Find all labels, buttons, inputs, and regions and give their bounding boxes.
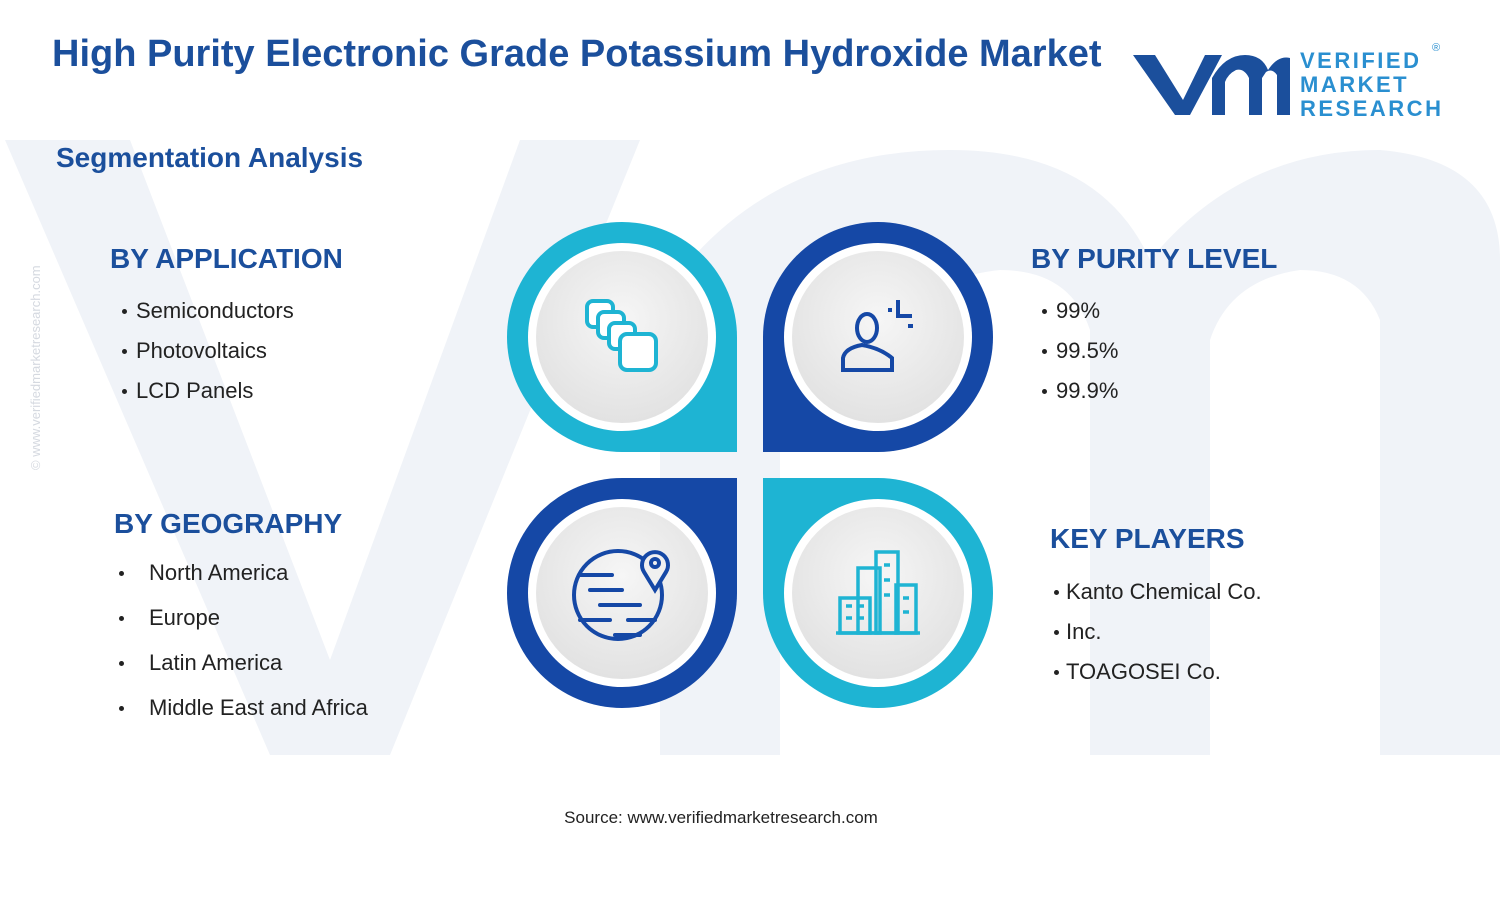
bullet bbox=[1054, 630, 1059, 635]
bullet bbox=[1042, 389, 1047, 394]
bullet bbox=[119, 706, 124, 711]
section-item: Middle East and Africa bbox=[149, 695, 368, 720]
section-item: 99% bbox=[1056, 298, 1101, 323]
segment-shapes bbox=[507, 222, 993, 708]
section-item: 99.9% bbox=[1056, 378, 1119, 403]
section-title: BY GEOGRAPHY bbox=[114, 508, 343, 539]
logo-mark bbox=[1133, 55, 1290, 115]
section-item: Inc. bbox=[1066, 619, 1102, 644]
icon-players bbox=[836, 550, 920, 635]
section-title: BY APPLICATION bbox=[110, 243, 343, 274]
section-item: TOAGOSEI Co. bbox=[1066, 659, 1221, 684]
section-item: Kanto Chemical Co. bbox=[1066, 579, 1262, 604]
bullet bbox=[1042, 349, 1047, 354]
section-item: LCD Panels bbox=[136, 378, 254, 403]
section-item: Semiconductors bbox=[136, 298, 294, 323]
bullet bbox=[122, 389, 127, 394]
section-item: Europe bbox=[149, 605, 220, 630]
logo-text: RESEARCH bbox=[1300, 96, 1444, 121]
icon-application bbox=[585, 299, 658, 372]
bullet bbox=[119, 571, 124, 576]
logo-registered: ® bbox=[1432, 42, 1441, 54]
bullet bbox=[1054, 670, 1059, 675]
bullet bbox=[1054, 590, 1059, 595]
section-item: Latin America bbox=[149, 650, 283, 675]
bullet bbox=[119, 616, 124, 621]
icon-geography bbox=[572, 549, 670, 641]
bullet bbox=[122, 349, 127, 354]
bullet bbox=[122, 309, 127, 314]
logo-text: VERIFIED bbox=[1300, 48, 1422, 73]
section-item: North America bbox=[149, 560, 289, 585]
bullet bbox=[1042, 309, 1047, 314]
bullet bbox=[119, 661, 124, 666]
section-item: 99.5% bbox=[1056, 338, 1119, 363]
source: Source: www.verifiedmarketresearch.com bbox=[564, 808, 878, 827]
side-watermark: © www.verifiedmarketresearch.com bbox=[28, 265, 43, 470]
section-title: BY PURITY LEVEL bbox=[1031, 243, 1278, 274]
section-title: KEY PLAYERS bbox=[1050, 523, 1245, 554]
title: High Purity Electronic Grade Potassium H… bbox=[52, 33, 1102, 75]
section-item: Photovoltaics bbox=[136, 338, 267, 363]
logo-text: MARKET bbox=[1300, 72, 1410, 97]
icon-purity bbox=[841, 300, 913, 372]
subtitle: Segmentation Analysis bbox=[56, 142, 364, 173]
